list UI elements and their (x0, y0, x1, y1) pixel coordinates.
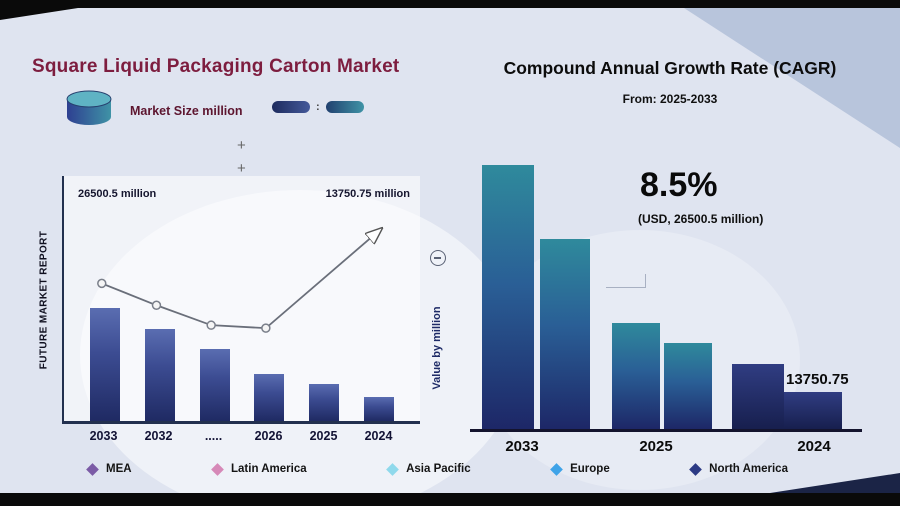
top-frame-bar (0, 0, 900, 8)
market-size-label: Market Size million (130, 104, 243, 118)
bracket-decoration (606, 274, 646, 288)
cagr-subtitle: From: 2025-2033 (622, 92, 718, 106)
legend-label: Europe (570, 463, 610, 475)
legend-item: MEA (86, 462, 132, 476)
market-size-bar (144, 328, 175, 421)
legend-label: MEA (106, 463, 132, 475)
legend-label: North America (709, 463, 788, 475)
market-size-bar (308, 383, 339, 421)
market-size-bar (90, 308, 121, 421)
page-title: Square Liquid Packaging Carton Market (32, 56, 400, 77)
legend-item: North America (689, 462, 788, 476)
cagr-bar (664, 343, 712, 429)
market-size-bars (64, 176, 420, 421)
cagr-bar (732, 364, 784, 429)
left-chart-side-label: FUTURE MARKET REPORT (38, 230, 50, 370)
pill-teal (325, 101, 364, 113)
cagr-title: Compound Annual Growth Rate (CAGR) (503, 58, 837, 78)
legend-diamond-icon (689, 462, 703, 476)
market-size-bar (254, 373, 285, 421)
year-label: 2033 (89, 429, 118, 443)
bottom-frame-bar (0, 493, 900, 506)
right-chart-x-axis: 2033 2025 2024 (470, 438, 862, 458)
legend-diamond-icon (550, 462, 563, 476)
year-label: 2026 (254, 429, 283, 443)
legend-label: Latin America (231, 463, 307, 475)
year-label: 2024 (797, 438, 831, 455)
database-icon (62, 89, 116, 134)
right-chart-side-label: Value by million (431, 306, 443, 390)
cagr-bar (784, 391, 842, 429)
year-label: ..... (204, 429, 223, 443)
legend-diamond-icon (211, 462, 224, 476)
legend-item: Europe (550, 462, 610, 476)
legend-item: Latin America (211, 462, 307, 476)
cagr-bar (482, 164, 534, 429)
pill-colon: : (316, 101, 320, 113)
pill-decoration: : (272, 101, 364, 113)
year-label: 2032 (144, 429, 173, 443)
plus-icon: + (237, 160, 246, 177)
plus-icon: + (237, 137, 246, 154)
year-label: 2025 (639, 438, 673, 455)
market-size-bar (363, 397, 394, 421)
end-value-label: 13750.75 (786, 371, 849, 388)
left-chart-x-axis: 2033 2032..... 2026 2025 2024 (62, 429, 420, 443)
market-size-bar (199, 348, 230, 421)
cagr-bar (540, 238, 590, 429)
cagr-bar (612, 323, 660, 429)
legend-item: Asia Pacific (386, 462, 471, 476)
year-label: 2024 (364, 429, 393, 443)
market-size-chart: 26500.5 million 13750.75 million (62, 176, 420, 424)
min-value-label: 13750.75 million (325, 188, 410, 200)
pill-dark (272, 101, 310, 113)
year-label: 2025 (309, 429, 338, 443)
region-legend: MEA Latin America Asia Pacific Europe North … (86, 462, 788, 476)
legend-diamond-icon (386, 462, 399, 476)
bottom-right-wedge-decoration (770, 473, 900, 493)
top-left-wedge-decoration (0, 8, 78, 20)
cagr-value: 8.5% (640, 166, 718, 204)
circle-minus-icon (430, 250, 446, 266)
legend-label: Asia Pacific (406, 463, 471, 475)
cagr-chart (470, 158, 862, 432)
cagr-caption: (USD, 26500.5 million) (638, 212, 764, 226)
year-label: 2033 (505, 438, 539, 455)
market-size-row: Market Size million (62, 90, 243, 132)
max-value-label: 26500.5 million (78, 188, 157, 200)
legend-diamond-icon (86, 462, 99, 476)
